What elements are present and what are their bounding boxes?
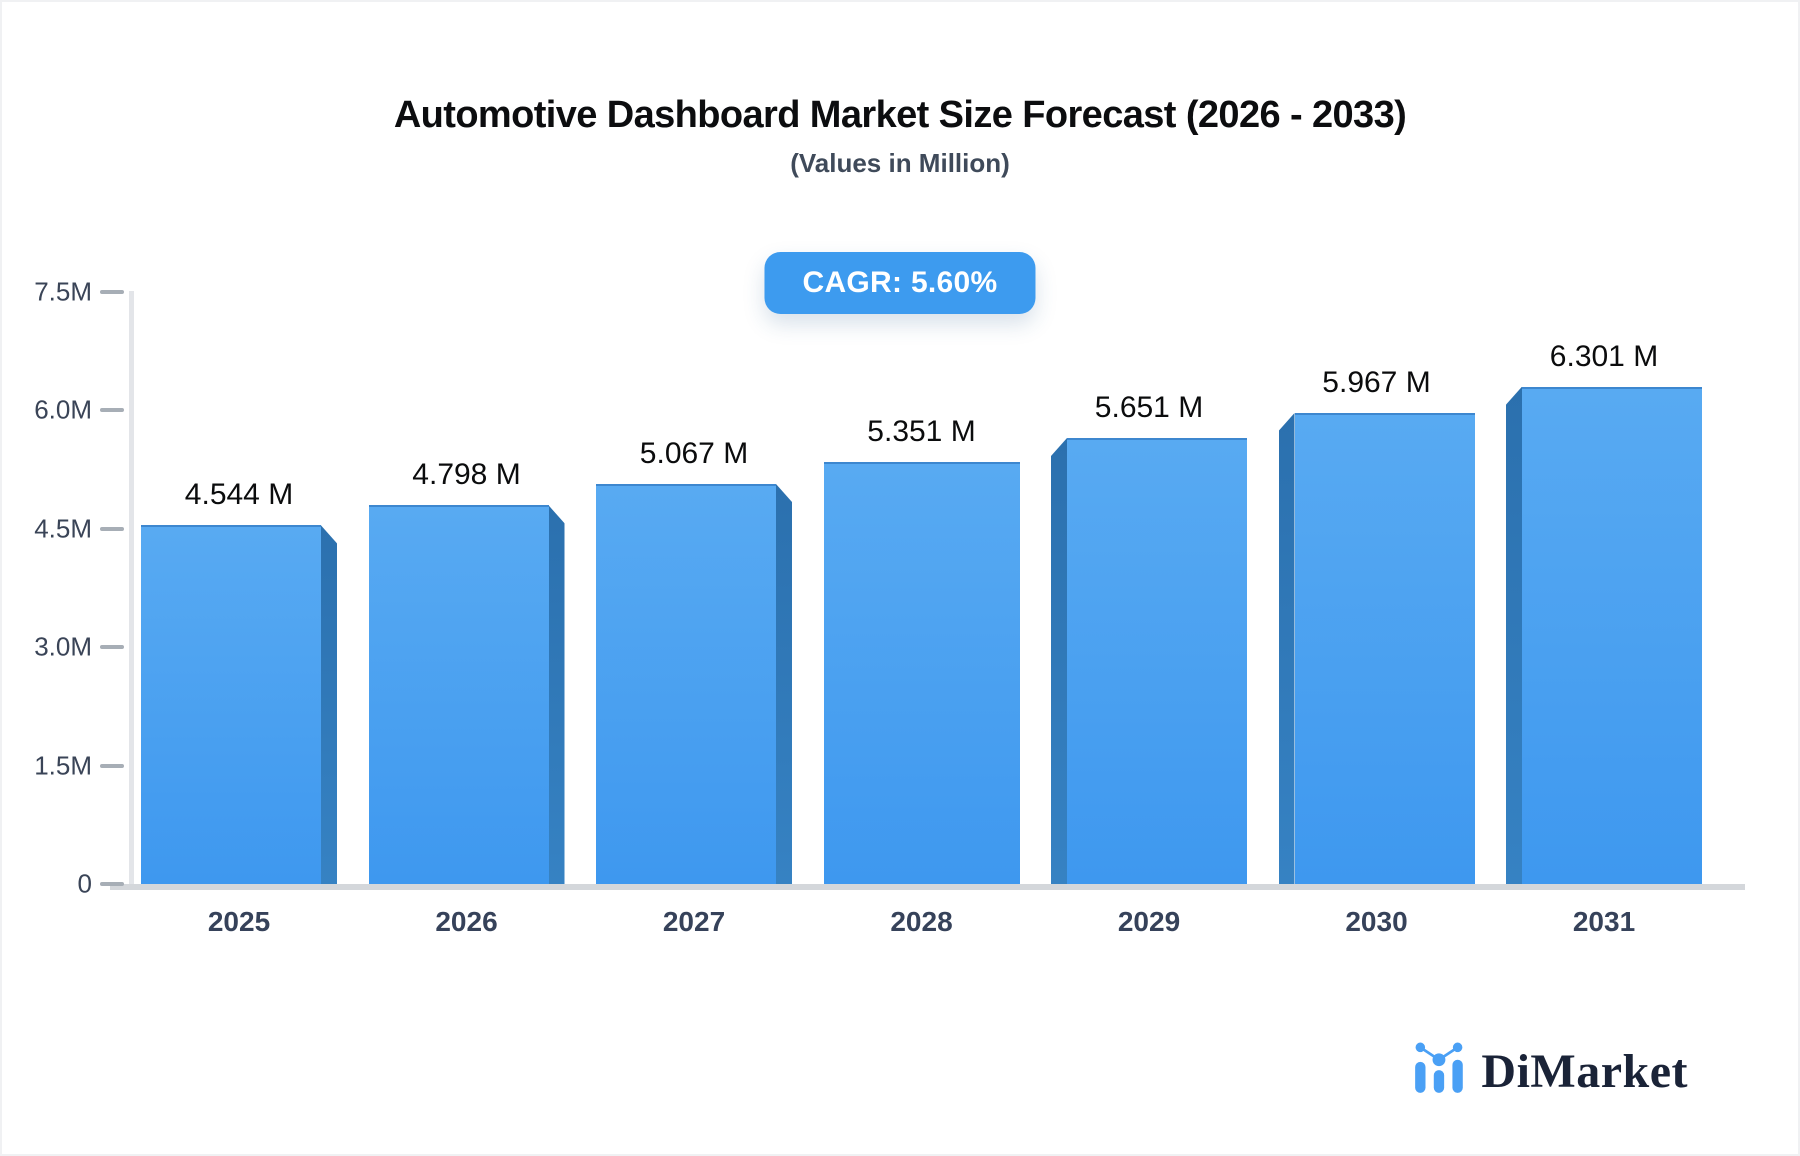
x-axis-label: 2025: [207, 906, 271, 937]
x-axis-label: 2026: [435, 906, 498, 937]
y-axis-tick-label: 6.0M: [34, 394, 92, 425]
bar-value-label: 4.544 M: [184, 478, 294, 512]
bar: [596, 484, 776, 884]
x-axis-label: 2027: [662, 906, 726, 937]
brand-logo: DiMarket: [1411, 1038, 1688, 1096]
bar-value-label: 5.351 M: [867, 414, 976, 448]
x-axis-label: 2030: [1345, 906, 1408, 937]
bar: [1522, 386, 1702, 884]
x-axis-label: 2031: [1572, 906, 1636, 937]
y-axis-tick-label: 1.5M: [34, 750, 92, 781]
bar: [823, 461, 1020, 884]
chart-title: Automotive Dashboard Market Size Forecas…: [393, 94, 1407, 136]
bar-value-label: 5.067 M: [639, 437, 749, 471]
bar-value-label: 4.798 M: [412, 458, 521, 492]
x-axis-label: 2029: [1117, 906, 1181, 937]
brand-logo-text: DiMarket: [1481, 1045, 1688, 1098]
y-axis-line: [129, 291, 134, 884]
y-axis-tick-label: 4.5M: [34, 513, 92, 544]
y-axis-tick-label: 3.0M: [34, 631, 92, 662]
bar-3d-side: [776, 484, 792, 884]
cagr-badge: CAGR: 5.60%: [764, 252, 1036, 314]
y-axis-tick-mark: [100, 526, 124, 531]
y-axis-tick-mark: [100, 290, 124, 294]
y-axis-tick-mark: [100, 763, 124, 768]
bar: [1067, 437, 1247, 884]
bar-3d-side: [321, 525, 337, 884]
bar-3d-side: [1051, 437, 1067, 884]
chart-subtitle: (Values in Million): [790, 148, 1010, 178]
bar-3d-side: [1506, 386, 1522, 884]
bar-value-label: 6.301 M: [1549, 339, 1659, 373]
bar-value-label: 5.651 M: [1094, 390, 1204, 424]
y-axis-tick-mark: [100, 645, 124, 650]
x-axis-label: 2028: [890, 906, 953, 937]
y-axis-tick-mark: [100, 408, 124, 413]
y-axis-tick-label: 0: [77, 868, 92, 899]
bar-value-label: 5.967 M: [1322, 366, 1431, 399]
bar: [368, 505, 549, 884]
mini-bar-chart-icon: [1415, 1042, 1464, 1093]
bar: [1294, 413, 1475, 884]
y-axis-tick-label: 7.5M: [34, 276, 92, 307]
x-axis-line: [110, 884, 1745, 890]
bar-3d-side: [548, 505, 565, 884]
bar-3d-side: [1278, 413, 1295, 884]
bar: [141, 525, 321, 884]
y-axis-tick-mark: [100, 882, 124, 886]
